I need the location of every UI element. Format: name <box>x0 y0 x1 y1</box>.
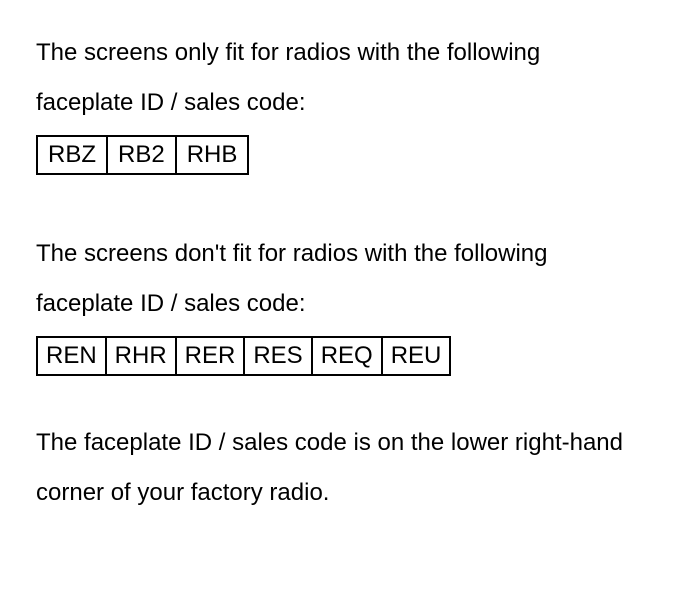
fit-codes-table: RBZ RB2 RHB <box>36 135 249 175</box>
nofit-description-text: The screens don't fit for radios with th… <box>36 229 640 330</box>
nofit-codes-table: REN RHR RER RES REQ REU <box>36 336 451 376</box>
nofit-code-cell: REQ <box>312 337 382 375</box>
nofit-code-cell: RES <box>244 337 311 375</box>
location-description-text: The faceplate ID / sales code is on the … <box>36 418 640 519</box>
fit-description-text: The screens only fit for radios with the… <box>36 28 640 129</box>
fit-code-cell: RHB <box>176 136 249 174</box>
nofit-code-cell: REU <box>382 337 451 375</box>
fit-code-cell: RBZ <box>37 136 107 174</box>
fit-code-cell: RB2 <box>107 136 176 174</box>
nofit-code-cell: RHR <box>106 337 176 375</box>
nofit-code-cell: RER <box>176 337 245 375</box>
nofit-code-cell: REN <box>37 337 106 375</box>
